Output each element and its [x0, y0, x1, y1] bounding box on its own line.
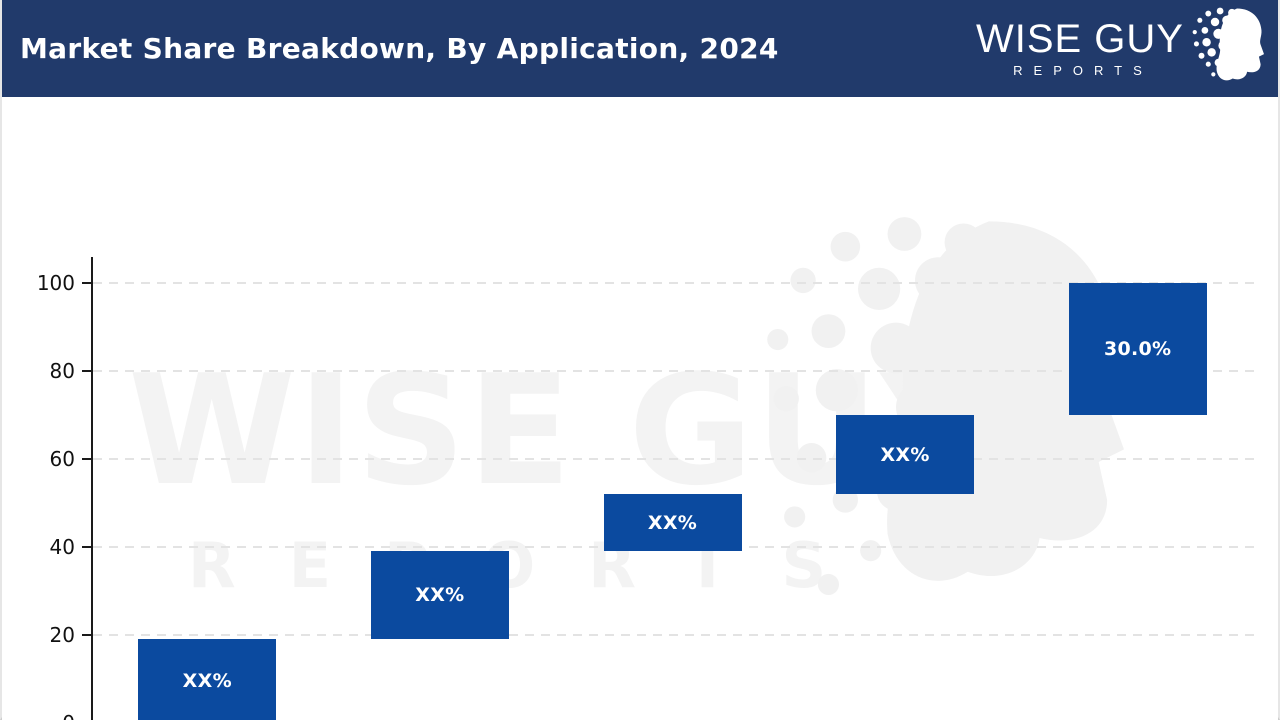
bar-value-label-stress-relief: XX%: [415, 584, 465, 607]
bar-value-label-health-maintenance: 30.0%: [1103, 338, 1172, 360]
bar-pain-relief: XX%: [138, 639, 277, 720]
y-tick-label-100: 100: [36, 271, 75, 295]
bar-digestive-health: XX%: [836, 415, 975, 495]
y-tick-label-20: 20: [49, 623, 75, 647]
y-tick-60: [82, 458, 91, 460]
bar-value-label-pain-relief: XX%: [182, 670, 232, 693]
bar-value-label-digestive-health: XX%: [880, 443, 930, 466]
bar-health-maintenance: 30.0%: [1068, 283, 1207, 415]
gridline-80: [93, 370, 1260, 372]
logo-subtitle: REPORTS: [1013, 63, 1153, 78]
y-tick-80: [82, 370, 91, 372]
plot-area: 020406080100XX%Pain ReliefXX%Stress Reli…: [37, 243, 1260, 720]
y-tick-100: [82, 282, 91, 284]
y-tick-40: [82, 546, 91, 548]
logo-wordmark: WISE GUY: [975, 17, 1184, 61]
dotted-face-icon: [1192, 7, 1264, 80]
y-axis-line: [91, 257, 93, 720]
header-bar: Market Share Breakdown, By Application, …: [2, 0, 1278, 97]
gridline-60: [93, 458, 1260, 460]
y-tick-label-0: 0: [25, 710, 75, 720]
bar-value-label-immune-support: XX%: [647, 511, 698, 534]
bar-stress-relief: XX%: [370, 551, 509, 640]
y-tick-20: [82, 634, 91, 636]
chart-canvas: WISE GUY REPORTS 020406080100XX%Pain Rel…: [2, 97, 1278, 720]
wise-guy-reports-logo: WISE GUY REPORTS: [976, 6, 1264, 92]
gridline-20: [93, 634, 1260, 636]
y-tick-label-60: 60: [49, 447, 75, 471]
y-tick-label-80: 80: [49, 359, 75, 383]
bar-immune-support: XX%: [603, 494, 742, 552]
logo-text: WISE GUY REPORTS: [976, 19, 1184, 78]
gridline-100: [93, 282, 1260, 284]
y-tick-label-40: 40: [49, 535, 75, 559]
page-title: Market Share Breakdown, By Application, …: [20, 32, 779, 65]
